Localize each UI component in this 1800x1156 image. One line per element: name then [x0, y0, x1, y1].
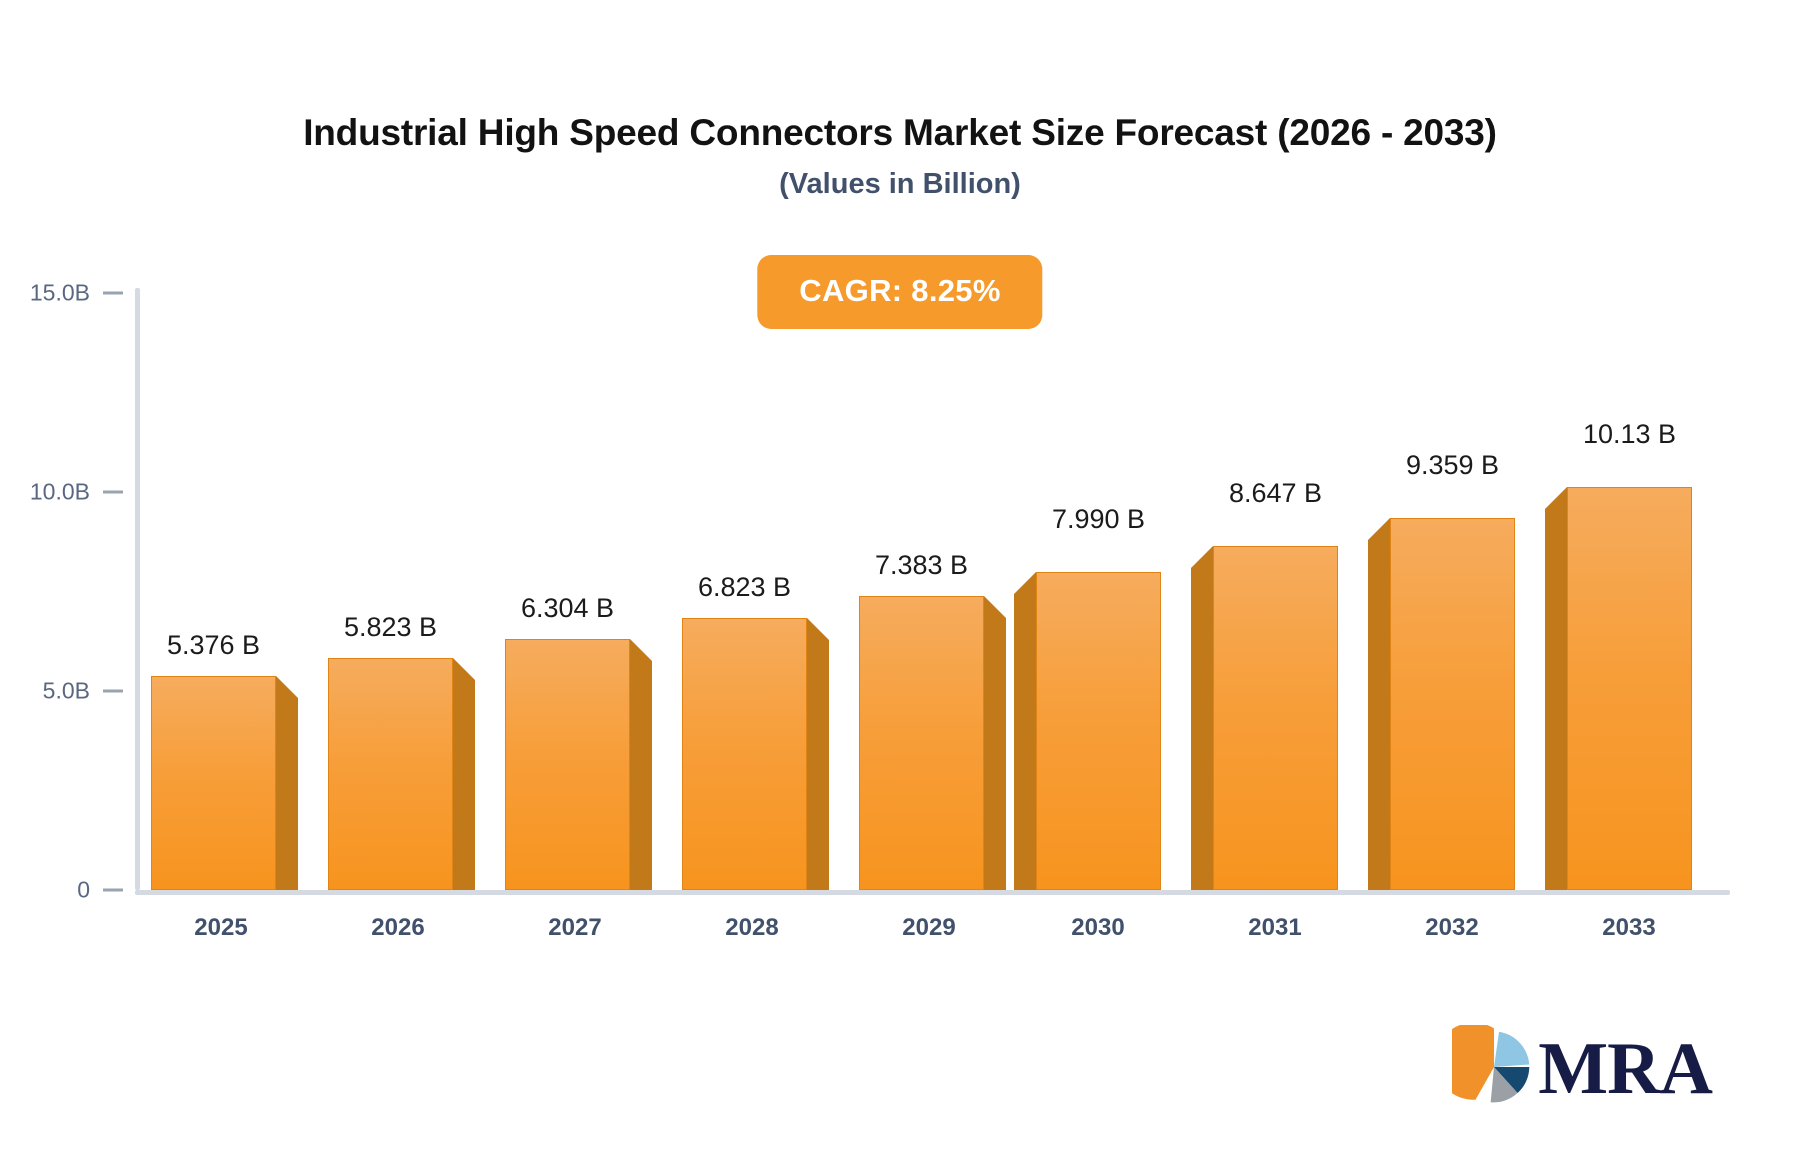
bar-side-face	[630, 639, 652, 890]
y-axis-tick-mark	[103, 689, 123, 693]
bar-front-face	[682, 618, 807, 890]
y-axis-line	[135, 288, 140, 890]
x-axis-tick-label: 2026	[371, 914, 425, 941]
bar-value-label: 6.823 B	[697, 572, 792, 602]
bar-side-face	[984, 596, 1006, 890]
x-axis-tick-label: 2033	[1602, 914, 1656, 941]
x-axis-tick-label: 2029	[902, 914, 956, 941]
bar-side-face	[276, 676, 298, 890]
bar-value-label: 9.359 B	[1405, 450, 1500, 480]
y-axis-tick-mark	[103, 490, 123, 494]
bar-front-face	[859, 596, 984, 890]
bar-side-face	[1191, 546, 1213, 890]
logo-wordmark: MRA	[1538, 1028, 1713, 1111]
bar-value-label: 7.383 B	[874, 550, 969, 580]
y-axis-tick-mark	[103, 291, 123, 295]
bar-column[interactable]	[505, 617, 652, 890]
chart-subtitle: (Values in Billion)	[779, 168, 1021, 200]
bar-column[interactable]	[328, 636, 475, 890]
bar-value-label: 10.13 B	[1582, 419, 1677, 449]
bar-front-face	[1036, 572, 1161, 890]
bar-side-face	[1014, 572, 1036, 890]
y-axis-tick-mark	[103, 888, 123, 892]
x-axis-tick-label: 2032	[1425, 914, 1479, 941]
bar-side-face	[807, 618, 829, 890]
bar-side-face	[453, 658, 475, 890]
x-axis-line	[135, 890, 1730, 895]
y-axis-tick-label: 0	[77, 876, 90, 903]
x-axis-tick-label: 2025	[194, 914, 248, 941]
bar-front-face	[1213, 546, 1338, 890]
bar-value-label: 5.376 B	[166, 630, 261, 660]
bar-front-face	[328, 658, 453, 890]
x-axis-tick-label: 2028	[725, 914, 779, 941]
pie-chart-icon	[1435, 1022, 1536, 1114]
page-title: Industrial High Speed Connectors Market …	[303, 112, 1497, 153]
y-axis-tick-label: 5.0B	[42, 677, 90, 704]
bar-column[interactable]	[151, 654, 298, 890]
bar-column[interactable]	[682, 596, 829, 890]
x-axis-tick-label: 2030	[1071, 914, 1125, 941]
bar-side-face	[1368, 518, 1390, 890]
bar-front-face	[151, 676, 276, 890]
bar-side-face	[1545, 487, 1567, 890]
brand-logo: MRA	[1435, 1022, 1713, 1114]
bar-front-face	[1567, 487, 1692, 890]
bar-front-face	[1390, 518, 1515, 890]
bar-column[interactable]	[1545, 465, 1692, 890]
bar-column[interactable]	[859, 574, 1006, 890]
bar-value-label: 7.990 B	[1051, 504, 1146, 534]
bar-front-face	[505, 639, 630, 890]
bar-value-label: 5.823 B	[343, 612, 438, 642]
bar-value-label: 6.304 B	[520, 593, 615, 623]
cagr-badge: CAGR: 8.25%	[757, 255, 1043, 329]
x-axis-tick-label: 2027	[548, 914, 602, 941]
bar-column[interactable]	[1368, 496, 1515, 890]
bar-column[interactable]	[1014, 550, 1161, 890]
bar-column[interactable]	[1191, 524, 1338, 890]
x-axis-tick-label: 2031	[1248, 914, 1302, 941]
bar-value-label: 8.647 B	[1228, 478, 1323, 508]
y-axis-tick-label: 10.0B	[29, 478, 90, 505]
y-axis-tick-label: 15.0B	[29, 279, 90, 306]
